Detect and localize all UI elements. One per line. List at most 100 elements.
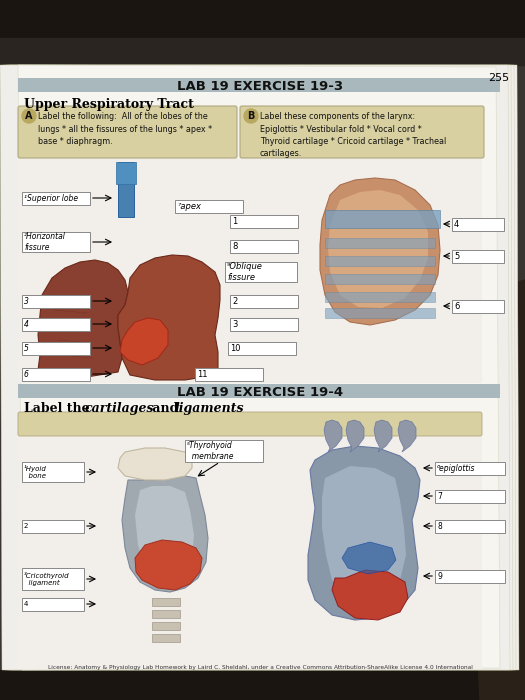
Text: 4: 4 (24, 601, 28, 608)
Bar (225, 262, 297, 282)
Bar (22, 295, 90, 308)
Text: Upper Respiratory Tract: Upper Respiratory Tract (24, 98, 194, 111)
Text: B: B (247, 111, 255, 121)
Polygon shape (3, 65, 513, 670)
Bar (22, 568, 84, 590)
Bar (18, 158, 482, 383)
Text: 8: 8 (437, 522, 442, 531)
Text: 4: 4 (454, 220, 459, 229)
Polygon shape (342, 542, 396, 574)
Text: ⁹Oblique
fissure: ⁹Oblique fissure (227, 262, 263, 281)
Text: Label these components of the larynx:
Epiglottis * Vestibular fold * Vocal cord : Label these components of the larynx: Ep… (260, 112, 446, 158)
Text: ⁷apex: ⁷apex (177, 202, 201, 211)
Polygon shape (38, 260, 128, 378)
Text: cartilages: cartilages (85, 402, 154, 415)
Text: 5: 5 (454, 252, 459, 261)
Polygon shape (120, 318, 168, 365)
Polygon shape (122, 476, 208, 592)
Bar (18, 78, 500, 92)
Bar (22, 520, 84, 533)
Bar (152, 610, 180, 618)
Bar (325, 308, 435, 318)
Bar (435, 462, 505, 475)
Bar (230, 318, 298, 331)
Bar (195, 368, 263, 381)
Polygon shape (322, 466, 406, 604)
Polygon shape (9, 65, 519, 670)
Polygon shape (135, 486, 194, 580)
Text: LAB 19 EXERCISE 19-4: LAB 19 EXERCISE 19-4 (177, 386, 343, 398)
Polygon shape (346, 420, 364, 452)
Bar (452, 250, 504, 263)
Polygon shape (6, 65, 516, 670)
Bar (18, 384, 500, 398)
Bar (22, 598, 84, 611)
Text: 2: 2 (24, 524, 28, 529)
Bar (116, 162, 136, 184)
Polygon shape (308, 446, 420, 620)
Polygon shape (460, 280, 525, 700)
Bar (22, 318, 90, 331)
Bar (230, 215, 298, 228)
Bar (185, 440, 263, 462)
Bar (452, 218, 504, 231)
Bar (435, 570, 505, 583)
Bar (435, 520, 505, 533)
Bar (230, 240, 298, 253)
Bar (152, 598, 180, 606)
Bar (118, 162, 134, 217)
Bar (452, 300, 504, 313)
Text: ⁶epiglottis: ⁶epiglottis (437, 464, 476, 473)
Bar (22, 368, 90, 381)
FancyBboxPatch shape (18, 412, 482, 436)
Polygon shape (0, 65, 510, 670)
Text: 7: 7 (437, 492, 442, 501)
Polygon shape (135, 540, 202, 590)
Text: Label the: Label the (24, 402, 94, 415)
Circle shape (244, 109, 258, 123)
Bar (22, 192, 90, 205)
Polygon shape (374, 420, 392, 452)
Polygon shape (18, 65, 500, 670)
Bar (22, 232, 90, 252)
Text: 255: 255 (488, 73, 509, 83)
Bar (152, 634, 180, 642)
Polygon shape (118, 448, 192, 480)
Bar (325, 256, 435, 266)
Bar (18, 434, 482, 669)
Text: 8: 8 (232, 242, 237, 251)
Text: ³Cricothyroid
  ligament: ³Cricothyroid ligament (24, 572, 70, 586)
Circle shape (22, 109, 36, 123)
FancyBboxPatch shape (18, 106, 237, 158)
Text: License: Anatomy & Physiology Lab Homework by Laird C. Sheldahl, under a Creativ: License: Anatomy & Physiology Lab Homewo… (48, 666, 472, 671)
Text: ligaments: ligaments (175, 402, 245, 415)
Text: 3: 3 (232, 320, 237, 329)
Text: 4: 4 (24, 320, 29, 329)
Text: and: and (148, 402, 183, 415)
Text: ¹Hyoid
  bone: ¹Hyoid bone (24, 465, 47, 479)
Text: 9: 9 (437, 572, 442, 581)
Polygon shape (398, 420, 416, 452)
Polygon shape (320, 178, 440, 325)
Text: ¹Superior lobe: ¹Superior lobe (24, 194, 78, 203)
Bar (325, 274, 435, 284)
Polygon shape (324, 420, 342, 452)
Bar (325, 210, 440, 228)
Text: 6: 6 (24, 370, 29, 379)
Polygon shape (328, 190, 428, 308)
FancyBboxPatch shape (240, 106, 484, 158)
Text: ²Horizontal
fissure: ²Horizontal fissure (24, 232, 66, 252)
Bar (175, 200, 243, 213)
Text: 3: 3 (24, 297, 29, 306)
Polygon shape (332, 570, 408, 620)
Text: A: A (25, 111, 33, 121)
Text: 11: 11 (197, 370, 207, 379)
Bar (230, 295, 298, 308)
Bar (435, 490, 505, 503)
Text: 2: 2 (232, 297, 237, 306)
Bar (325, 292, 435, 302)
Bar (228, 342, 296, 355)
Text: LAB 19 EXERCISE 19-3: LAB 19 EXERCISE 19-3 (177, 80, 343, 92)
Bar (22, 462, 84, 482)
Bar (152, 622, 180, 630)
